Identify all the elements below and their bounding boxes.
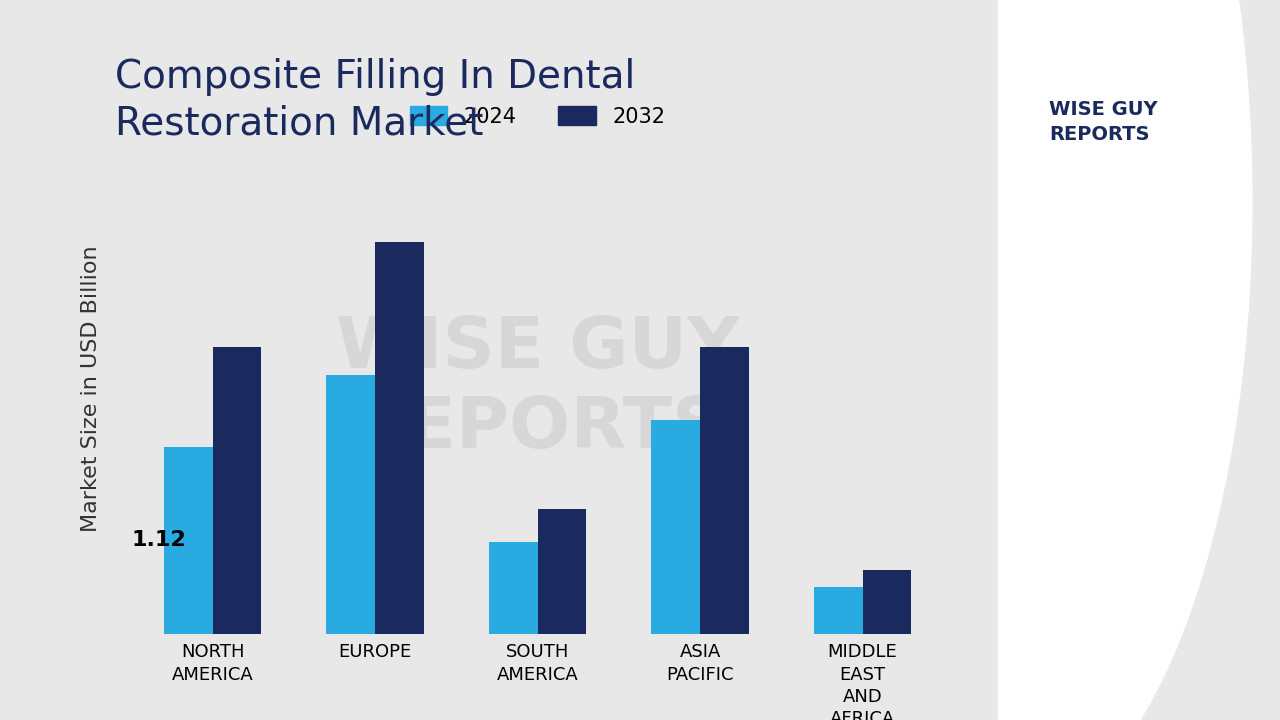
Bar xyxy=(375,242,424,634)
Bar xyxy=(538,508,586,634)
Legend: 2024, 2032: 2024, 2032 xyxy=(399,96,676,137)
Bar xyxy=(700,347,749,634)
Text: WISE GUY
REPORTS: WISE GUY REPORTS xyxy=(1050,100,1157,145)
Bar xyxy=(212,347,261,634)
Bar xyxy=(814,587,863,634)
Text: Composite Filling In Dental
Restoration Market: Composite Filling In Dental Restoration … xyxy=(115,58,635,143)
Y-axis label: Market Size in USD Billion: Market Size in USD Billion xyxy=(82,246,101,532)
Bar xyxy=(863,570,911,634)
Text: 1.12: 1.12 xyxy=(132,530,187,550)
Bar xyxy=(326,375,375,634)
Circle shape xyxy=(773,0,1252,720)
Text: WISE GUY
REPORTS: WISE GUY REPORTS xyxy=(335,315,740,463)
Bar xyxy=(489,542,538,634)
Bar xyxy=(164,447,212,634)
Bar xyxy=(652,420,700,634)
